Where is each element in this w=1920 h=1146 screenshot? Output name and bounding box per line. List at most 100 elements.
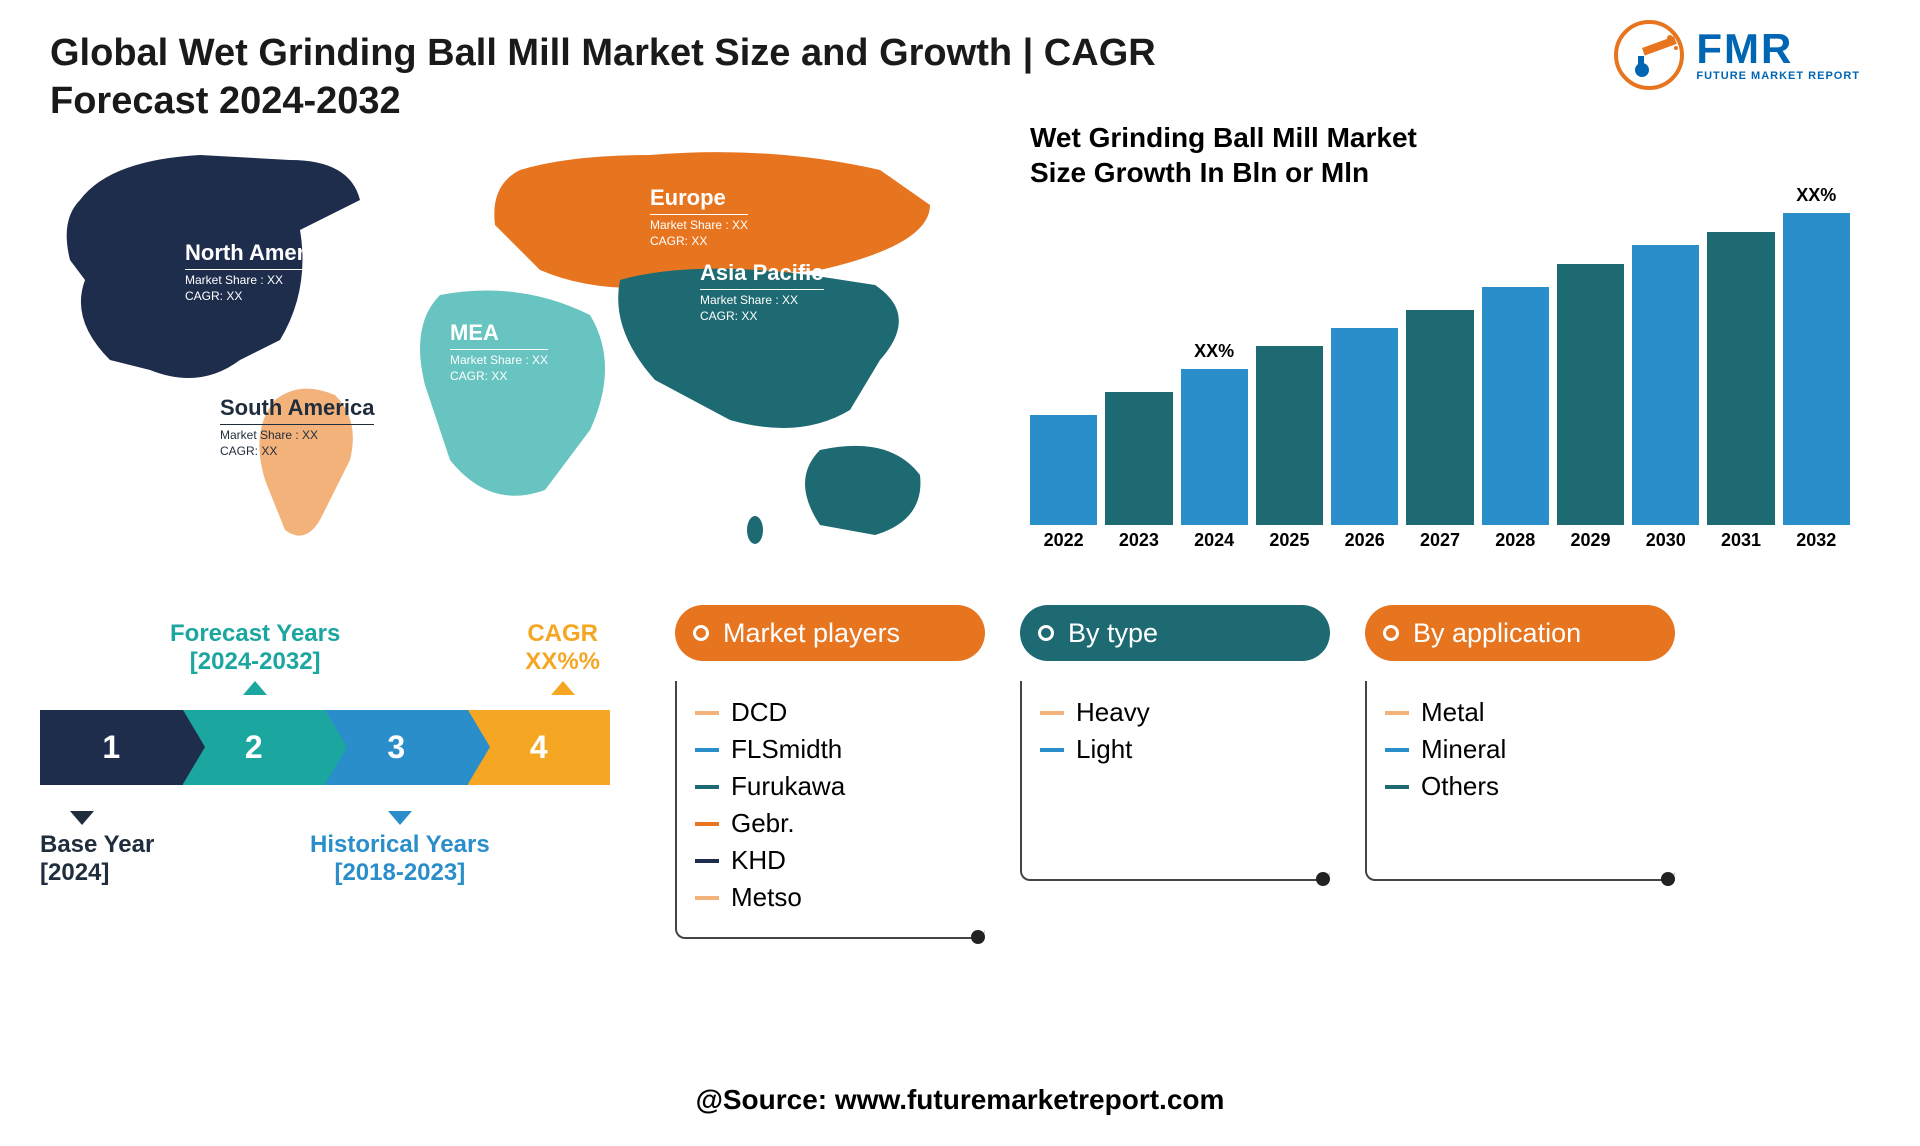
base-year-label: Base Year [2024] <box>40 811 154 886</box>
dot-icon <box>1038 625 1054 641</box>
bar-2027 <box>1406 310 1473 525</box>
chart-title: Wet Grinding Ball Mill Market Size Growt… <box>1030 120 1430 190</box>
segment-item-label: Light <box>1076 734 1132 765</box>
x-label: 2024 <box>1181 530 1248 560</box>
segment-header: Market players <box>675 605 985 661</box>
bar-2025 <box>1256 346 1323 525</box>
x-label: 2028 <box>1482 530 1549 560</box>
dot-icon <box>1383 625 1399 641</box>
region-mea: MEA Market Share : XXCAGR: XX <box>450 320 548 384</box>
region-cagr: CAGR: XX <box>700 309 824 325</box>
segment-item: Metso <box>695 882 985 913</box>
bar-2022 <box>1030 415 1097 525</box>
segment-item-label: Mineral <box>1421 734 1506 765</box>
segment-body: Metal Mineral Others <box>1365 681 1675 881</box>
segment-item: Heavy <box>1040 697 1330 728</box>
bar-annotation: XX% <box>1194 341 1234 362</box>
timeline: Forecast Years [2024-2032] CAGR XX%% 123… <box>40 620 610 950</box>
bullet-icon <box>1040 711 1064 715</box>
arrow-up-icon <box>551 681 575 695</box>
bullet-icon <box>695 711 719 715</box>
x-label: 2022 <box>1030 530 1097 560</box>
segment-body: DCD FLSmidth Furukawa Gebr. KHD Metso <box>675 681 985 939</box>
segment-item: Light <box>1040 734 1330 765</box>
segment-item-label: FLSmidth <box>731 734 842 765</box>
growth-chart: Wet Grinding Ball Mill Market Size Growt… <box>1030 120 1850 560</box>
segment-item: Mineral <box>1385 734 1675 765</box>
region-cagr: CAGR: XX <box>650 234 748 250</box>
segment-title: By type <box>1068 618 1158 649</box>
segment-item: Metal <box>1385 697 1675 728</box>
x-label: 2027 <box>1406 530 1473 560</box>
x-label: 2029 <box>1557 530 1624 560</box>
segment-type: By type Heavy Light <box>1020 605 1330 881</box>
segment-item: FLSmidth <box>695 734 985 765</box>
chart-x-axis: 2022 2023 2024 2025 2026 2027 2028 2029 2030 2031… <box>1030 530 1850 560</box>
region-cagr: CAGR: XX <box>220 444 374 460</box>
bullet-icon <box>695 748 719 752</box>
cagr-label: CAGR XX%% <box>525 620 600 695</box>
bar-2023 <box>1105 392 1172 525</box>
region-share: Market Share : XX <box>185 273 336 289</box>
region-cagr: CAGR: XX <box>185 289 336 305</box>
world-map: North AmericaMarket Share : XXCAGR: XXSo… <box>50 130 970 550</box>
logo-text: FMR <box>1696 28 1860 70</box>
chart-bars: XX% XX% <box>1030 195 1850 525</box>
segment-header: By application <box>1365 605 1675 661</box>
fmr-logo: FMR FUTURE MARKET REPORT <box>1614 20 1860 90</box>
arrow-down-icon <box>70 811 94 825</box>
region-name: North America <box>185 240 336 266</box>
x-label: 2032 <box>1783 530 1850 560</box>
segment-item-label: DCD <box>731 697 787 728</box>
segment-title: Market players <box>723 618 900 649</box>
segment-item-label: Metal <box>1421 697 1485 728</box>
timeline-step-1: 1 <box>40 710 183 785</box>
page-title: Global Wet Grinding Ball Mill Market Siz… <box>50 30 1250 125</box>
region-eu: EuropeMarket Share : XXCAGR: XX <box>650 185 748 249</box>
segment-item-label: Gebr. <box>731 808 795 839</box>
segment-item-label: KHD <box>731 845 786 876</box>
region-cagr: CAGR: XX <box>450 369 548 385</box>
segment-item: DCD <box>695 697 985 728</box>
bullet-icon <box>695 822 719 826</box>
bar-2024: XX% <box>1181 369 1248 525</box>
x-label: 2026 <box>1331 530 1398 560</box>
region-share: Market Share : XX <box>700 293 824 309</box>
segment-item: KHD <box>695 845 985 876</box>
x-label: 2030 <box>1632 530 1699 560</box>
source-attribution: @Source: www.futuremarketreport.com <box>0 1084 1920 1116</box>
bar-2032: XX% <box>1783 213 1850 525</box>
bullet-icon <box>1385 748 1409 752</box>
region-share: Market Share : XX <box>450 353 548 369</box>
historical-years-label: Historical Years [2018-2023] <box>310 811 490 886</box>
segment-item: Furukawa <box>695 771 985 802</box>
bullet-icon <box>695 785 719 789</box>
region-name: South America <box>220 395 374 421</box>
bar-2026 <box>1331 328 1398 525</box>
x-label: 2023 <box>1105 530 1172 560</box>
segment-title: By application <box>1413 618 1581 649</box>
segment-application: By application Metal Mineral Others <box>1365 605 1675 881</box>
segment-item-label: Others <box>1421 771 1499 802</box>
dot-icon <box>693 625 709 641</box>
segment-item: Gebr. <box>695 808 985 839</box>
x-label: 2031 <box>1707 530 1774 560</box>
segment-item: Others <box>1385 771 1675 802</box>
region-share: Market Share : XX <box>220 428 374 444</box>
bullet-icon <box>1385 785 1409 789</box>
x-label: 2025 <box>1256 530 1323 560</box>
segment-item-label: Heavy <box>1076 697 1150 728</box>
region-na: North America Market Share : XXCAGR: XX <box>185 240 336 304</box>
arrow-down-icon <box>388 811 412 825</box>
region-name: MEA <box>450 320 548 346</box>
bar-2030 <box>1632 245 1699 525</box>
segment-body: Heavy Light <box>1020 681 1330 881</box>
segment-header: By type <box>1020 605 1330 661</box>
bar-2029 <box>1557 264 1624 525</box>
segment-item-label: Furukawa <box>731 771 845 802</box>
segment-players: Market players DCD FLSmidth Furukawa Gebr. KH… <box>675 605 985 939</box>
region-name: Europe <box>650 185 748 211</box>
region-ap: Asia PacificMarket Share : XXCAGR: XX <box>700 260 824 324</box>
arrow-up-icon <box>243 681 267 695</box>
logo-subtext: FUTURE MARKET REPORT <box>1696 70 1860 82</box>
